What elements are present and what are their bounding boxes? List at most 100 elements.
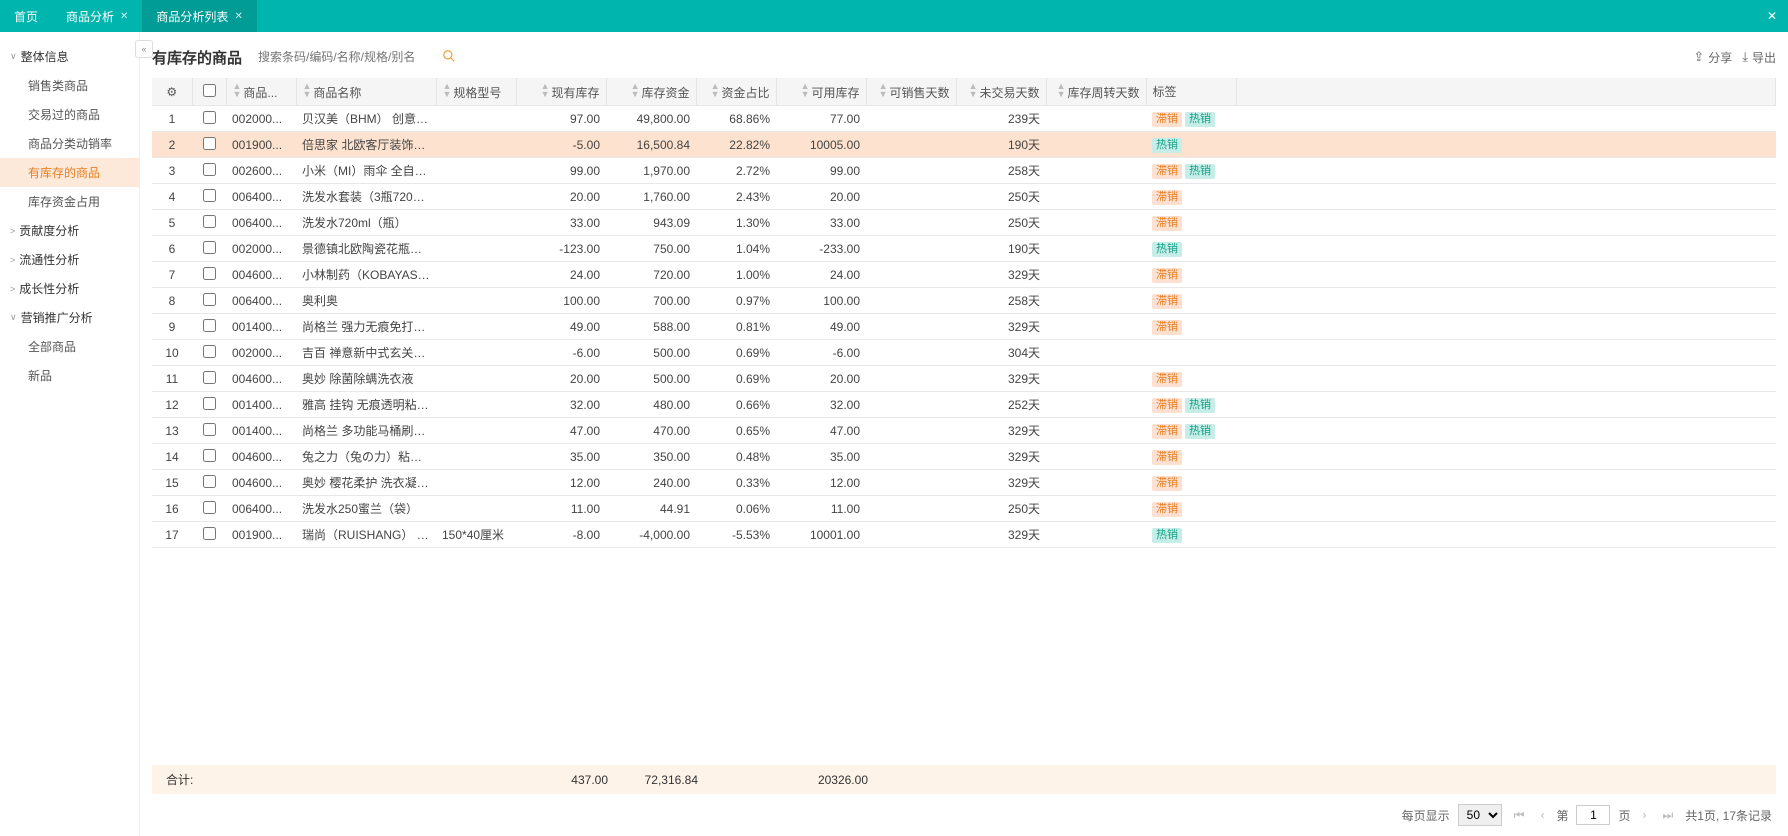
col-label: 未交易天数 [979,86,1039,100]
row-checkbox[interactable] [203,111,216,124]
row-checkbox[interactable] [203,189,216,202]
pager-next-button[interactable]: › [1638,808,1650,822]
col-stock[interactable]: ▲▼现有库存 [516,78,606,106]
table-row[interactable]: 9001400...尚格兰 强力无痕免打孔浴室49.00588.000.81%4… [152,314,1776,340]
close-icon[interactable]: ✕ [234,11,242,22]
row-checkbox[interactable] [203,423,216,436]
tab-商品分析[interactable]: 商品分析✕ [52,0,142,32]
nav-item-库存资金占用[interactable]: 库存资金占用 [0,187,139,216]
row-checkbox[interactable] [203,371,216,384]
table-row[interactable]: 14004600...兔之力（兔の力）粘毛器粘35.00350.000.48%3… [152,444,1776,470]
nav-group-营销推广分析[interactable]: ∨营销推广分析 [0,303,139,332]
table-row[interactable]: 5006400...洗发水720ml（瓶）33.00943.091.30%33.… [152,210,1776,236]
table-row[interactable]: 17001900...瑞尚（RUISHANG） 卧室装150*40厘米-8.00… [152,522,1776,548]
nav-item-商品分类动销率[interactable]: 商品分类动销率 [0,129,139,158]
close-icon[interactable]: ✕ [120,11,128,22]
cell-sdays [866,496,956,522]
cell-pct: 22.82% [696,132,776,158]
select-all-checkbox[interactable] [203,84,216,97]
col-name[interactable]: ▲▼商品名称 [296,78,436,106]
table-row[interactable]: 13001400...尚格兰 多功能马桶刷套装 马47.00470.000.65… [152,418,1776,444]
col-fund[interactable]: ▲▼库存资金 [606,78,696,106]
nav-item-销售类商品[interactable]: 销售类商品 [0,71,139,100]
row-checkbox[interactable] [203,241,216,254]
col-pct[interactable]: ▲▼资金占比 [696,78,776,106]
row-checkbox[interactable] [203,267,216,280]
cell-tags: 滞销热销 [1146,392,1236,418]
row-checkbox[interactable] [203,501,216,514]
cell-code: 004600... [226,444,296,470]
nav-item-交易过的商品[interactable]: 交易过的商品 [0,100,139,129]
nav-item-全部商品[interactable]: 全部商品 [0,332,139,361]
col-avail[interactable]: ▲▼可用库存 [776,78,866,106]
nav-item-新品[interactable]: 新品 [0,361,139,390]
pager-first-button[interactable]: ⏮ [1510,808,1529,823]
table-row[interactable]: 16006400...洗发水250蜜兰（袋）11.0044.910.06%11.… [152,496,1776,522]
nav-item-有库存的商品[interactable]: 有库存的商品 [0,158,139,187]
share-button[interactable]: ⇪分享 [1693,49,1732,66]
row-checkbox[interactable] [203,293,216,306]
cell-spec [436,444,516,470]
pager-page-input[interactable] [1576,805,1610,825]
search-icon[interactable] [442,49,456,66]
nav-group-成长性分析[interactable]: >成长性分析 [0,274,139,303]
table-row[interactable]: 2001900...倍思家 北欧客厅装饰画卧室-5.0016,500.8422.… [152,132,1776,158]
pager-last-button[interactable]: ⏭ [1658,808,1677,823]
cell-stock: -6.00 [516,340,606,366]
cell-tdays [1046,158,1146,184]
row-checkbox[interactable] [203,345,216,358]
tab-商品分析列表[interactable]: 商品分析列表✕ [142,0,256,32]
gear-icon[interactable]: ⚙ [166,85,177,99]
table-row[interactable]: 11004600...奥妙 除菌除螨洗衣液20.00500.000.69%20.… [152,366,1776,392]
table-row[interactable]: 7004600...小林制药（KOBAYASHI）E24.00720.001.0… [152,262,1776,288]
cell-chk [192,444,226,470]
close-icon[interactable]: ✕ [1756,0,1788,32]
cell-fund: -4,000.00 [606,522,696,548]
row-checkbox[interactable] [203,163,216,176]
table-row[interactable]: 6002000...景德镇北欧陶瓷花瓶摆件 优-123.00750.001.04… [152,236,1776,262]
cell-chk [192,392,226,418]
cell-avail: 47.00 [776,418,866,444]
table-row[interactable]: 10002000...吉百 禅意新中式玄关摆件套-6.00500.000.69%… [152,340,1776,366]
per-page-select[interactable]: 50 [1458,804,1502,826]
table-row[interactable]: 8006400...奥利奥100.00700.000.97%100.00258天… [152,288,1776,314]
row-checkbox[interactable] [203,527,216,540]
nav-group-流通性分析[interactable]: >流通性分析 [0,245,139,274]
pager-prev-button[interactable]: ‹ [1536,808,1548,822]
share-icon: ⇪ [1693,49,1704,65]
tag: 滞销 [1152,112,1182,127]
cell-fund: 1,760.00 [606,184,696,210]
row-checkbox[interactable] [203,449,216,462]
cell-ndays: 250天 [956,184,1046,210]
col-tdays[interactable]: ▲▼库存周转天数 [1046,78,1146,106]
col-code[interactable]: ▲▼商品... [226,78,296,106]
nav-group-贡献度分析[interactable]: >贡献度分析 [0,216,139,245]
col-ndays[interactable]: ▲▼未交易天数 [956,78,1046,106]
table-row[interactable]: 15004600...奥妙 樱花柔护 洗衣凝珠 1012.00240.000.3… [152,470,1776,496]
row-checkbox[interactable] [203,475,216,488]
cell-avail: 24.00 [776,262,866,288]
nav-group-label: 流通性分析 [19,251,79,268]
cell-fund: 588.00 [606,314,696,340]
col-spec[interactable]: ▲▼规格型号 [436,78,516,106]
cell-tdays [1046,522,1146,548]
row-checkbox[interactable] [203,319,216,332]
col-sdays[interactable]: ▲▼可销售天数 [866,78,956,106]
table-row[interactable]: 12001400...雅高 挂钩 无痕透明粘钩 强32.00480.000.66… [152,392,1776,418]
sidebar-collapse-button[interactable]: « [135,40,153,58]
cell-avail: 49.00 [776,314,866,340]
table-row[interactable]: 3002600...小米（MI）雨伞 全自动折叠99.001,970.002.7… [152,158,1776,184]
table-row[interactable]: 4006400...洗发水套装（3瓶720ml+1120.001,760.002… [152,184,1776,210]
search-input[interactable] [252,46,432,68]
export-button[interactable]: ⤓导出 [1742,49,1776,66]
chevron-icon: > [10,226,15,236]
table-row[interactable]: 1002000...贝汉美（BHM） 创意北欧简97.0049,800.0068… [152,106,1776,132]
nav-group-整体信息[interactable]: ∨整体信息 [0,42,139,71]
row-checkbox[interactable] [203,137,216,150]
tab-首页[interactable]: 首页 [0,0,52,32]
cell-chk [192,314,226,340]
row-checkbox[interactable] [203,215,216,228]
cell-tags: 滞销 [1146,184,1236,210]
cell-chk [192,418,226,444]
row-checkbox[interactable] [203,397,216,410]
